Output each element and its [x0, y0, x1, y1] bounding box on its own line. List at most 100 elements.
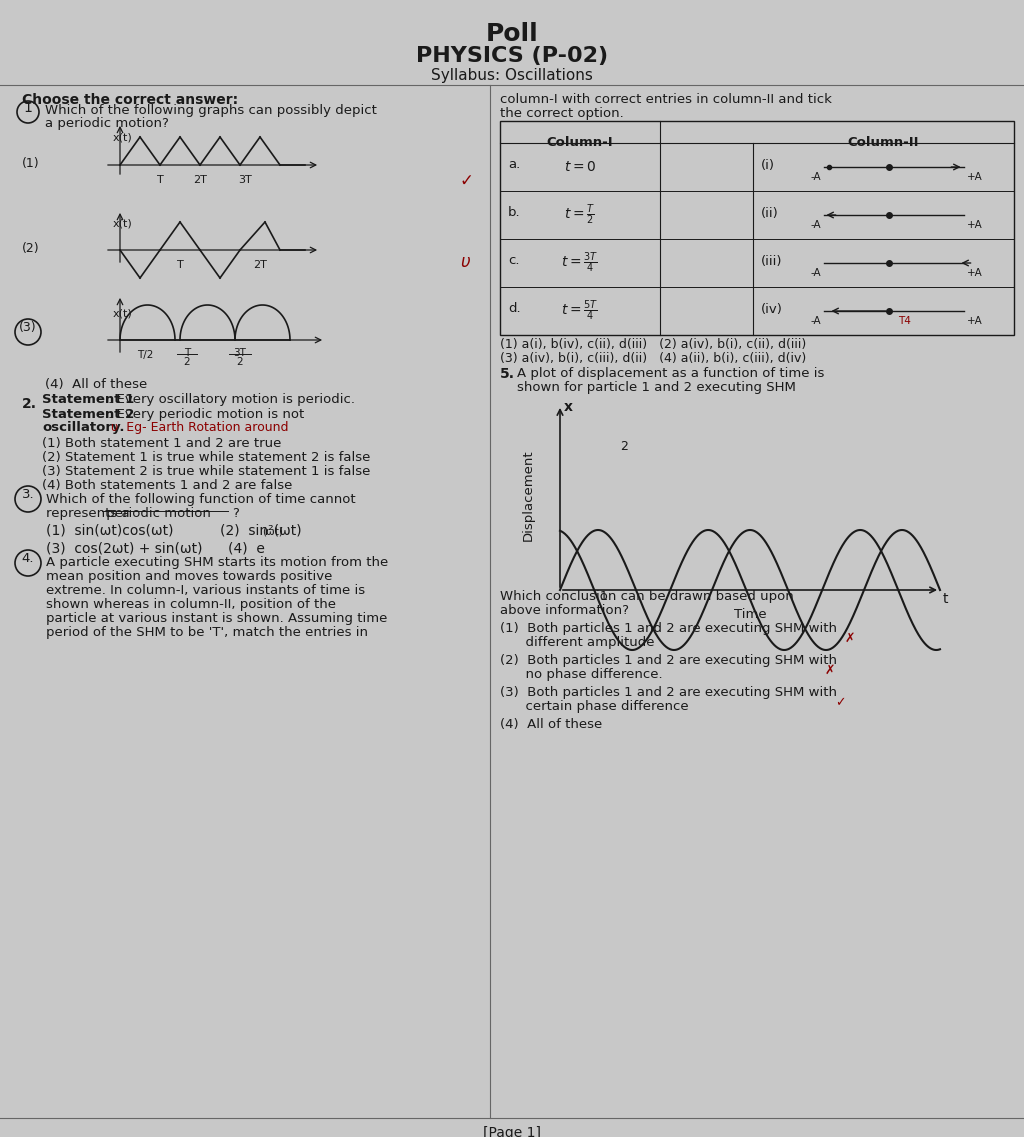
Text: (2)  sin²(ωt): (2) sin²(ωt)	[220, 523, 302, 537]
Text: (3) Statement 2 is true while statement 1 is false: (3) Statement 2 is true while statement …	[42, 465, 371, 478]
Text: 2.: 2.	[22, 397, 37, 410]
Text: -A: -A	[811, 268, 821, 279]
Text: (4)  e: (4) e	[228, 541, 265, 555]
Text: +A: +A	[967, 219, 982, 230]
Text: (1)  Both particles 1 and 2 are executing SHM with: (1) Both particles 1 and 2 are executing…	[500, 622, 837, 634]
Text: Statement 2: Statement 2	[42, 408, 134, 421]
Text: a periodic motion?: a periodic motion?	[45, 117, 169, 130]
Text: the correct option.: the correct option.	[500, 107, 624, 121]
Text: υ  Eg- Earth Rotation around: υ Eg- Earth Rotation around	[103, 421, 289, 434]
Text: 2: 2	[237, 357, 244, 367]
Text: $t=\frac{T}{2}$: $t=\frac{T}{2}$	[564, 202, 596, 227]
Text: υ: υ	[460, 254, 470, 271]
Text: : Every periodic motion is not: : Every periodic motion is not	[108, 408, 304, 421]
Text: ?: ?	[232, 507, 239, 520]
Text: (3): (3)	[19, 322, 37, 334]
Text: shown for particle 1 and 2 executing SHM: shown for particle 1 and 2 executing SHM	[517, 381, 796, 395]
Text: Time: Time	[733, 608, 766, 621]
Text: Which of the following graphs can possibly depict: Which of the following graphs can possib…	[45, 103, 377, 117]
Text: A plot of displacement as a function of time is: A plot of displacement as a function of …	[517, 367, 824, 380]
Text: T: T	[157, 175, 164, 185]
Text: (iv): (iv)	[761, 302, 783, 315]
Text: x(t): x(t)	[113, 133, 133, 143]
Text: 4.: 4.	[22, 553, 34, 565]
Text: T/2: T/2	[137, 350, 154, 360]
Text: -A: -A	[811, 316, 821, 326]
Text: t: t	[943, 592, 948, 606]
Text: 5.: 5.	[500, 367, 515, 381]
Text: Column-I: Column-I	[547, 136, 613, 149]
Text: 2: 2	[620, 440, 628, 453]
Text: (1): (1)	[22, 157, 40, 171]
Text: $t=\frac{3T}{4}$: $t=\frac{3T}{4}$	[561, 251, 599, 275]
Text: 1: 1	[24, 101, 33, 115]
Text: (1) a(i), b(iv), c(ii), d(iii)   (2) a(iv), b(i), c(ii), d(iii): (1) a(i), b(iv), c(ii), d(iii) (2) a(iv)…	[500, 338, 806, 351]
Text: 2T: 2T	[194, 175, 207, 185]
Text: c.: c.	[508, 255, 519, 267]
Text: periodic motion: periodic motion	[102, 507, 211, 520]
Text: T4: T4	[898, 316, 911, 326]
Text: : Every oscillatory motion is periodic.: : Every oscillatory motion is periodic.	[108, 393, 355, 406]
Text: (4)  All of these: (4) All of these	[500, 717, 602, 731]
Text: ✗: ✗	[825, 664, 836, 677]
Text: shown whereas in column-II, position of the: shown whereas in column-II, position of …	[46, 598, 336, 611]
Text: period of the SHM to be 'T', match the entries in: period of the SHM to be 'T', match the e…	[46, 626, 368, 639]
Text: 3T: 3T	[239, 175, 252, 185]
Text: Poll: Poll	[485, 22, 539, 45]
Text: x(t): x(t)	[113, 218, 133, 229]
Text: (3)  cos(2ωt) + sin(ωt): (3) cos(2ωt) + sin(ωt)	[46, 541, 203, 555]
Text: oscillatory.: oscillatory.	[42, 421, 125, 434]
Text: (ωt): (ωt)	[262, 528, 283, 537]
Text: PHYSICS (P-02): PHYSICS (P-02)	[416, 45, 608, 66]
Text: Which of the following function of time cannot: Which of the following function of time …	[46, 493, 355, 506]
Text: x: x	[564, 400, 573, 414]
Text: mean position and moves towards positive: mean position and moves towards positive	[46, 570, 333, 583]
Text: a.: a.	[508, 158, 520, 172]
Text: (2) Statement 1 is true while statement 2 is false: (2) Statement 1 is true while statement …	[42, 451, 371, 464]
Text: x(t): x(t)	[113, 308, 133, 318]
Text: (1)  sin(ωt)cos(ωt): (1) sin(ωt)cos(ωt)	[46, 523, 173, 537]
Text: ✓: ✓	[460, 172, 474, 190]
Text: A particle executing SHM starts its motion from the: A particle executing SHM starts its moti…	[46, 556, 388, 568]
Text: Syllabus: Oscillations: Syllabus: Oscillations	[431, 68, 593, 83]
Text: Choose the correct answer:: Choose the correct answer:	[22, 93, 239, 107]
Text: above information?: above information?	[500, 604, 629, 617]
Text: +A: +A	[967, 268, 982, 279]
Text: d.: d.	[508, 302, 520, 315]
Text: 2T: 2T	[253, 260, 267, 269]
Text: certain phase difference: certain phase difference	[500, 700, 688, 713]
Text: [Page 1]: [Page 1]	[483, 1126, 541, 1137]
Text: Displacement: Displacement	[521, 449, 535, 541]
Text: 2: 2	[183, 357, 190, 367]
Text: +A: +A	[967, 172, 982, 182]
Text: extreme. In column-I, various instants of time is: extreme. In column-I, various instants o…	[46, 584, 366, 597]
Text: b.: b.	[508, 207, 520, 219]
Text: (iii): (iii)	[761, 255, 782, 267]
Text: 3T: 3T	[233, 348, 247, 358]
Text: (2): (2)	[22, 242, 40, 255]
Text: T: T	[184, 348, 190, 358]
Text: particle at various instant is shown. Assuming time: particle at various instant is shown. As…	[46, 612, 387, 625]
Text: (3)  Both particles 1 and 2 are executing SHM with: (3) Both particles 1 and 2 are executing…	[500, 686, 837, 699]
Text: column-I with correct entries in column-II and tick: column-I with correct entries in column-…	[500, 93, 831, 106]
Text: (4)  All of these: (4) All of these	[45, 377, 147, 391]
Text: no phase difference.: no phase difference.	[500, 669, 663, 681]
Text: ✗: ✗	[845, 632, 855, 645]
Text: (2)  Both particles 1 and 2 are executing SHM with: (2) Both particles 1 and 2 are executing…	[500, 654, 837, 667]
Text: ✓: ✓	[835, 696, 846, 709]
Text: T: T	[176, 260, 183, 269]
Text: (3) a(iv), b(i), c(iii), d(ii)   (4) a(ii), b(i), c(iii), d(iv): (3) a(iv), b(i), c(iii), d(ii) (4) a(ii)…	[500, 352, 806, 365]
Text: different amplitude: different amplitude	[500, 636, 654, 649]
Text: Column-II: Column-II	[848, 136, 920, 149]
Text: (1) Both statement 1 and 2 are true: (1) Both statement 1 and 2 are true	[42, 437, 282, 450]
Text: $t=\frac{5T}{4}$: $t=\frac{5T}{4}$	[561, 299, 599, 323]
Text: (ii): (ii)	[761, 207, 778, 219]
Text: +A: +A	[967, 316, 982, 326]
Text: represents a: represents a	[46, 507, 130, 520]
Text: -A: -A	[811, 219, 821, 230]
Text: 3.: 3.	[22, 489, 35, 501]
Text: Which conclusion can be drawn based upon: Which conclusion can be drawn based upon	[500, 590, 794, 603]
Text: 1: 1	[600, 590, 608, 603]
Text: (i): (i)	[761, 158, 775, 172]
Text: -A: -A	[811, 172, 821, 182]
